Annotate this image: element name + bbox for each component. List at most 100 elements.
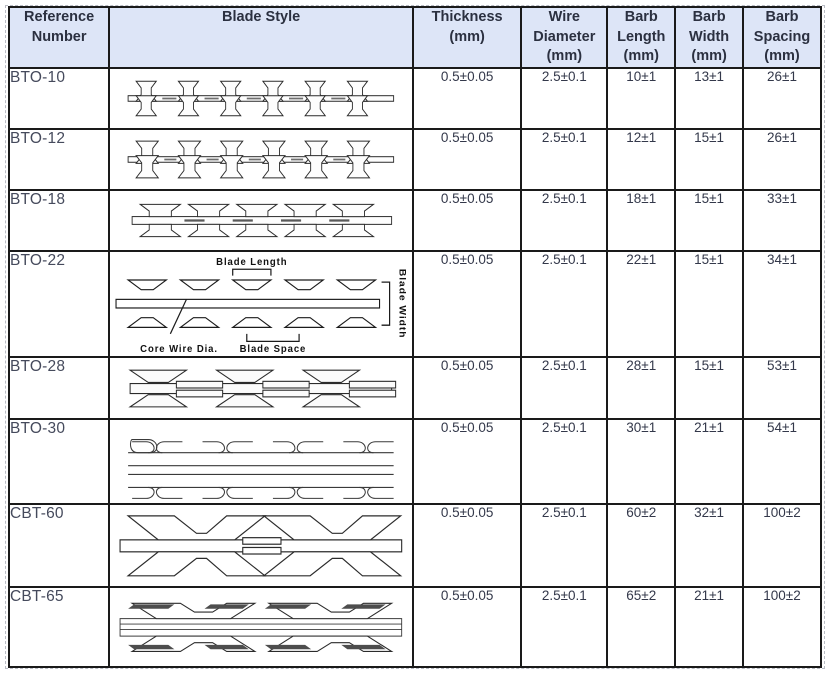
table-row: BTO-10 [7,66,822,130]
cell-thickness: 0.5±0.05 [411,417,523,505]
cell-reference-number: BTO-28 [7,355,111,420]
cell-thickness: 0.5±0.05 [411,127,523,191]
column-header-barb-width-line2: Width [689,28,730,45]
cell-barb-length: 65±2 [606,586,677,668]
diagram-label-blade-length: Blade Length [216,256,287,267]
table-row: BTO-12 [7,127,822,191]
cell-thickness: 0.5±0.05 [411,586,523,668]
cell-blade-style [108,127,414,191]
column-header-barb-width-line1: Barb [692,9,726,25]
cell-reference-number: BTO-30 [7,417,111,505]
cell-blade-style [108,355,414,420]
cell-reference-number: CBT-65 [7,586,111,668]
cell-barb-width: 15±1 [674,127,744,191]
cell-thickness: 0.5±0.05 [411,502,523,589]
cell-barb-width: 21±1 [674,586,744,668]
column-header-barb-spacing-line1: Barb [765,9,799,25]
cell-blade-style [108,66,414,130]
cell-barb-spacing: 26±1 [742,66,822,130]
cell-blade-style [108,502,414,589]
cell-barb-length: 60±2 [606,502,677,589]
column-header-barb-width: Barb Width (mm) [674,6,744,69]
cell-barb-length: 30±1 [606,417,677,505]
cell-barb-length: 22±1 [606,249,677,358]
page-edge-dash-left [5,5,6,669]
table-header-row: Reference Number Blade Style Thickness (… [7,6,822,69]
blade-style-diagram-bto22-annotated: Blade Length Core Wire Dia. Blade Space … [110,252,412,356]
cell-barb-spacing: 53±1 [742,355,822,420]
cell-barb-length: 10±1 [606,66,677,130]
cell-wire-diameter: 2.5±0.1 [520,355,609,420]
cell-reference-number: BTO-22 [7,249,111,358]
cell-barb-length: 18±1 [606,188,677,252]
cell-wire-diameter: 2.5±0.1 [520,502,609,589]
cell-barb-spacing: 100±2 [742,586,822,668]
column-header-barb-spacing: Barb Spacing (mm) [742,6,822,69]
blade-style-diagram-bto30 [110,420,412,503]
cell-wire-diameter: 2.5±0.1 [520,249,609,358]
column-header-barb-length-line1: Barb [624,9,658,25]
cell-barb-spacing: 33±1 [742,188,822,252]
page-edge-dash-bottom [5,668,825,669]
column-header-wire-diameter-line3: (mm) [546,48,583,65]
column-header-barb-spacing-line2: Spacing [753,28,811,45]
page-edge-dash-right [824,5,825,669]
cell-wire-diameter: 2.5±0.1 [520,586,609,668]
cell-barb-length: 28±1 [606,355,677,420]
blade-style-diagram-bto12 [110,130,412,189]
table-row: BTO-18 [7,188,822,252]
column-header-thickness: Thickness (mm) [411,6,523,69]
column-header-barb-length-line2: Length [617,28,666,45]
column-header-barb-length-line3: (mm) [623,48,659,65]
blade-style-diagram-cbt60 [110,505,412,587]
column-header-thickness-line2: (mm) [449,28,485,45]
column-header-reference-number-line1: Reference [24,9,95,25]
table-row: CBT-60 [7,502,822,589]
column-header-barb-width-line3: (mm) [691,48,727,65]
column-header-wire-diameter: Wire Diameter (mm) [520,6,609,69]
cell-wire-diameter: 2.5±0.1 [520,188,609,252]
cell-reference-number: BTO-18 [7,188,111,252]
blade-style-diagram-bto28 [110,358,412,418]
table-row: BTO-30 [7,417,822,505]
blade-style-diagram-cbt65 [110,588,412,666]
cell-barb-width: 15±1 [674,355,744,420]
cell-barb-spacing: 100±2 [742,502,822,589]
diagram-label-blade-width: Blade Width [397,268,408,338]
blade-style-diagram-bto18 [110,191,412,250]
table-row: BTO-22 [7,249,822,358]
cell-barb-spacing: 54±1 [742,417,822,505]
table-header: Reference Number Blade Style Thickness (… [7,6,822,69]
cell-barb-length: 12±1 [606,127,677,191]
column-header-blade-style: Blade Style [108,6,414,69]
table-row: CBT-65 [7,586,822,668]
cell-barb-spacing: 26±1 [742,127,822,191]
column-header-barb-spacing-line3: (mm) [764,48,800,65]
cell-blade-style: Blade Length Core Wire Dia. Blade Space … [108,249,414,358]
cell-thickness: 0.5±0.05 [411,249,523,358]
cell-reference-number: BTO-12 [7,127,111,191]
diagram-label-blade-space: Blade Space [240,343,307,354]
column-header-blade-style-line1: Blade Style [222,9,301,25]
cell-thickness: 0.5±0.05 [411,66,523,130]
cell-barb-width: 15±1 [674,249,744,358]
cell-wire-diameter: 2.5±0.1 [520,127,609,191]
cell-reference-number: CBT-60 [7,502,111,589]
cell-barb-width: 21±1 [674,417,744,505]
cell-thickness: 0.5±0.05 [411,355,523,420]
column-header-barb-length: Barb Length (mm) [606,6,677,69]
column-header-wire-diameter-line2: Diameter [533,28,596,45]
cell-barb-width: 32±1 [674,502,744,589]
column-header-reference-number: Reference Number [7,6,111,69]
cell-reference-number: BTO-10 [7,66,111,130]
diagram-label-core-wire-dia: Core Wire Dia. [140,343,218,354]
cell-blade-style [108,188,414,252]
cell-blade-style [108,417,414,505]
cell-blade-style [108,586,414,668]
cell-wire-diameter: 2.5±0.1 [520,417,609,505]
blade-style-diagram-bto10 [110,69,412,128]
cell-thickness: 0.5±0.05 [411,188,523,252]
column-header-thickness-line1: Thickness [431,9,503,25]
column-header-wire-diameter-line1: Wire [548,9,580,25]
